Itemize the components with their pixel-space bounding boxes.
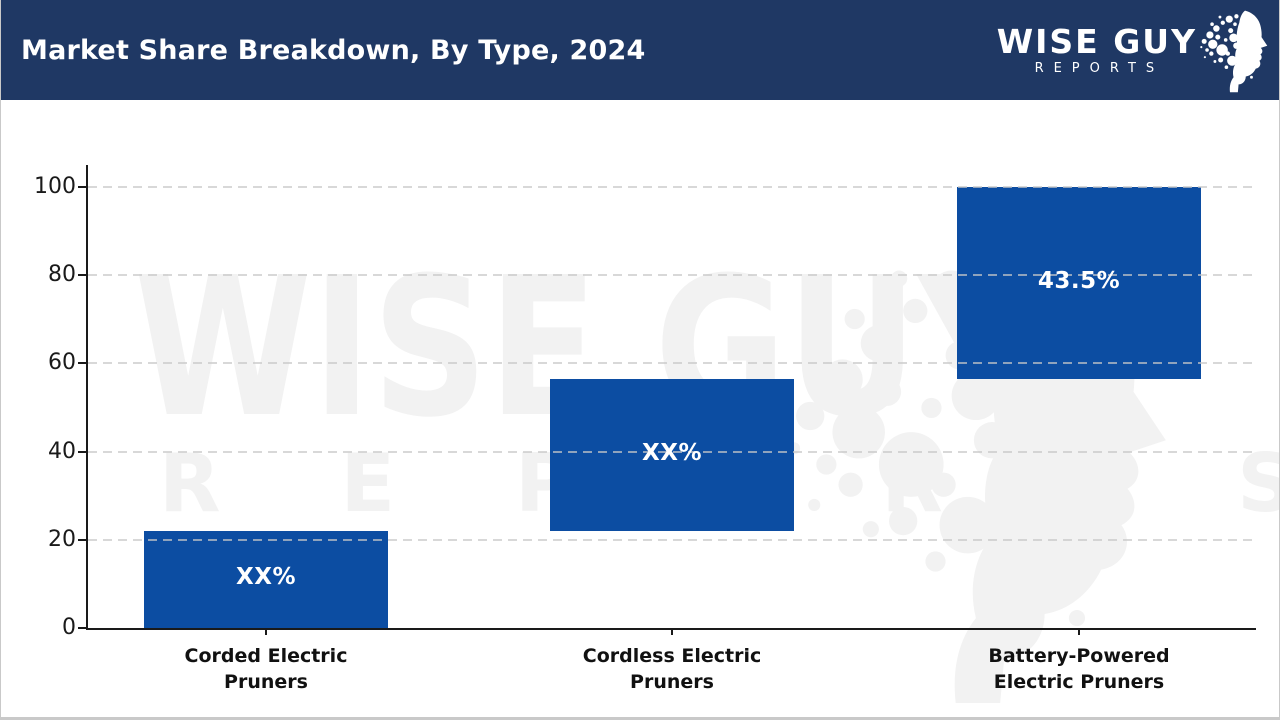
y-axis-tick-label: 80 xyxy=(48,262,76,288)
x-axis-category-label: Battery-Powered Electric Pruners xyxy=(909,644,1249,695)
bar-segment xyxy=(957,187,1201,379)
y-axis-tick-mark xyxy=(78,450,86,453)
x-axis-category-line: Electric Pruners xyxy=(993,670,1165,693)
bar-value-label: 43.5% xyxy=(1037,267,1121,294)
brand-logo: WISE GUY REPORTS xyxy=(997,7,1280,93)
x-axis-category-line: Cordless Electric xyxy=(582,645,762,667)
gridline-20 xyxy=(88,538,1256,541)
x-axis-tick-mark xyxy=(265,628,267,635)
y-axis-tick-mark xyxy=(78,362,86,365)
gridline-40 xyxy=(88,450,1256,453)
chart-canvas: WISE GUY R E P O R T S 020406080100XX%Co… xyxy=(1,100,1279,717)
y-axis-tick-label: 60 xyxy=(48,350,76,376)
y-axis-tick-label: 40 xyxy=(48,438,76,464)
bar-value-label: XX% xyxy=(641,439,702,466)
header-bar: Market Share Breakdown, By Type, 2024 WI… xyxy=(1,0,1280,100)
brand-name: WISE GUY xyxy=(996,22,1197,61)
x-axis-tick-mark xyxy=(671,628,673,635)
y-axis-tick-mark xyxy=(78,274,86,277)
x-axis-category-line: Corded Electric xyxy=(184,645,348,667)
brand-face-icon xyxy=(1199,7,1271,93)
brand-wordmark: WISE GUY REPORTS xyxy=(997,25,1197,75)
x-axis-category-line: Battery-Powered xyxy=(988,645,1170,667)
y-axis-tick-label: 100 xyxy=(34,174,76,199)
x-axis-category-label: Corded Electric Pruners xyxy=(96,644,436,695)
y-axis-tick-mark xyxy=(78,627,86,629)
y-axis-tick-mark xyxy=(78,186,86,188)
x-axis-category-line: Pruners xyxy=(630,670,714,693)
y-axis-tick-mark xyxy=(78,538,86,541)
y-axis-tick-label: 0 xyxy=(62,615,76,640)
plot-area: 0 20 40 60 80 100 XX% Corded Electric Pruners XX%… xyxy=(34,165,1256,693)
brand-subtitle: REPORTS xyxy=(1034,61,1165,76)
gridline-60 xyxy=(88,362,1256,365)
gridline-80 xyxy=(88,274,1256,277)
gridline-100 xyxy=(88,186,1256,188)
y-axis-tick-label: 20 xyxy=(48,526,76,552)
page-title: Market Share Breakdown, By Type, 2024 xyxy=(21,34,646,66)
x-axis-category-label: Cordless Electric Pruners xyxy=(502,644,842,695)
x-axis-tick-mark xyxy=(1078,628,1080,635)
x-axis-category-line: Pruners xyxy=(224,670,308,693)
bar-segment xyxy=(550,378,794,531)
bar-value-label: XX% xyxy=(235,564,296,591)
bar-segment xyxy=(144,530,388,628)
